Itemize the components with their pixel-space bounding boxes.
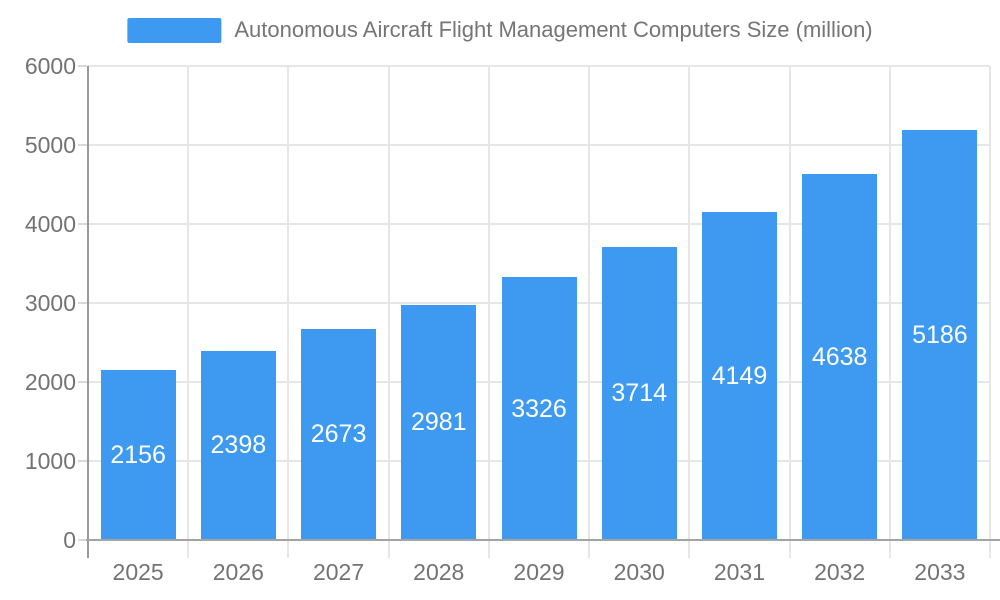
bar-value-label: 2398 xyxy=(210,431,267,460)
y-axis-tick xyxy=(78,460,87,462)
x-axis-label: 2033 xyxy=(914,559,966,585)
v-gridline xyxy=(688,66,691,558)
bar-value-label: 2156 xyxy=(110,440,166,469)
x-axis-label: 2030 xyxy=(613,559,665,585)
legend-swatch xyxy=(127,17,222,43)
y-axis-label: 6000 xyxy=(24,53,76,79)
bar-value-label: 4149 xyxy=(711,362,768,391)
x-axis-label: 2031 xyxy=(713,559,766,585)
v-gridline xyxy=(387,66,390,558)
h-gridline xyxy=(88,65,990,67)
x-axis-label: 2029 xyxy=(513,559,565,585)
bar-value-label: 3326 xyxy=(511,394,567,423)
bar[interactable] xyxy=(601,246,677,540)
x-axis-label: 2027 xyxy=(312,559,365,585)
v-gridline xyxy=(487,66,490,558)
y-axis-label: 3000 xyxy=(24,290,76,316)
y-axis-tick xyxy=(78,144,87,146)
y-axis-tick xyxy=(78,539,87,541)
h-gridline xyxy=(88,223,990,225)
bar-value-label: 2673 xyxy=(310,420,367,449)
bar-value-label: 3714 xyxy=(611,379,668,408)
x-axis-label: 2025 xyxy=(112,559,164,585)
y-axis-label: 4000 xyxy=(24,211,76,237)
y-axis-label: 2000 xyxy=(24,369,76,395)
x-axis-label: 2026 xyxy=(212,559,264,585)
bar[interactable] xyxy=(200,350,276,540)
bar[interactable] xyxy=(100,369,176,540)
bar[interactable] xyxy=(902,130,978,540)
y-axis-line xyxy=(87,66,89,558)
bar-value-label: 4638 xyxy=(811,342,868,371)
h-gridline xyxy=(88,144,990,146)
v-gridline xyxy=(187,66,190,558)
y-axis-tick xyxy=(78,381,87,383)
v-gridline xyxy=(287,66,290,558)
v-gridline xyxy=(588,66,591,558)
bar[interactable] xyxy=(701,212,777,540)
plot-area: 0 1000 2000 3000 4000 5000 6000 2156 2025 2398 202… xyxy=(25,53,1000,585)
y-axis-label: 0 xyxy=(63,527,76,553)
y-axis-label: 1000 xyxy=(24,448,76,474)
bar-value-label: 2981 xyxy=(410,408,467,437)
x-axis-label: 2032 xyxy=(814,559,866,585)
chart-legend[interactable]: Autonomous Aircraft Flight Management Co… xyxy=(127,17,873,43)
y-axis-tick xyxy=(78,302,87,304)
v-gridline xyxy=(989,66,991,558)
bar[interactable] xyxy=(802,173,878,540)
v-gridline xyxy=(888,66,891,558)
bar[interactable] xyxy=(401,304,477,540)
legend-label: Autonomous Aircraft Flight Management Co… xyxy=(234,17,873,42)
bar[interactable] xyxy=(501,277,577,540)
bar-value-label: 5186 xyxy=(912,321,968,350)
bar[interactable] xyxy=(301,328,377,540)
y-axis-tick xyxy=(78,65,87,67)
y-axis-tick xyxy=(78,223,87,225)
x-axis-label: 2028 xyxy=(413,559,465,585)
x-axis-line xyxy=(86,539,1000,541)
v-gridline xyxy=(788,66,791,558)
y-axis-label: 5000 xyxy=(24,132,76,158)
